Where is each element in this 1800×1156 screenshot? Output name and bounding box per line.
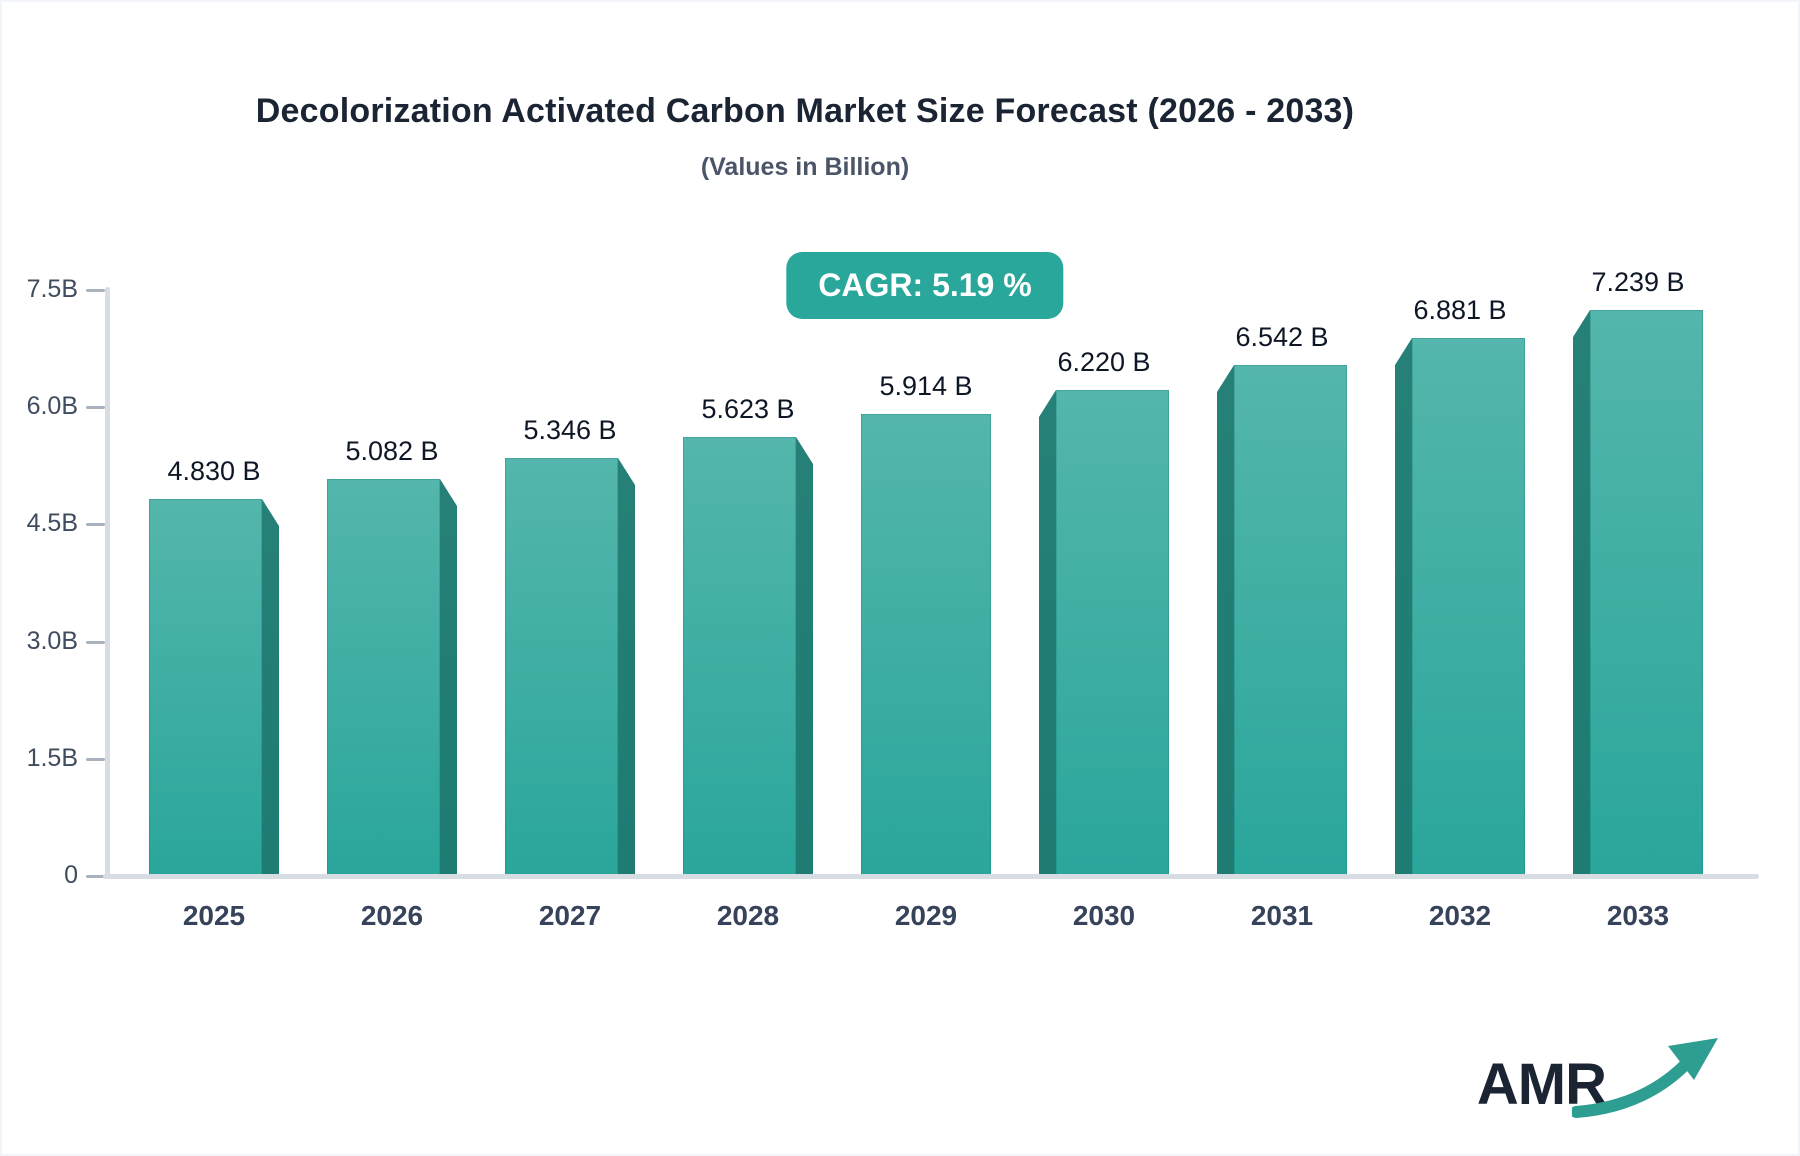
bar-value-label-2030: 6.220 B: [1057, 347, 1151, 377]
bar-slot: 5.346 B: [481, 290, 659, 876]
bar-value-label-2025: 4.830 B: [167, 456, 261, 486]
bar-2025[interactable]: [149, 499, 279, 876]
bar-slot: 7.239 B: [1549, 267, 1727, 876]
x-axis-label-2033: 2033: [1606, 900, 1670, 931]
bar-slot: 6.542 B: [1193, 290, 1371, 876]
bar-2027[interactable]: [505, 458, 635, 876]
bar-face: [1234, 365, 1347, 876]
bar-side-panel: [1573, 310, 1590, 876]
x-axis: 2025 2026 2027 2028 2029 2030 2031 2032 2033: [125, 900, 1727, 932]
trend-up-arrow-icon: [1572, 1038, 1718, 1118]
bar-face: [1590, 310, 1703, 876]
bar-face: [1412, 338, 1525, 876]
bar-side-panel: [618, 458, 635, 876]
y-axis-tick: [86, 875, 105, 878]
y-axis-tick: [86, 523, 105, 527]
bar-value-label-2031: 6.542 B: [1235, 322, 1329, 352]
y-axis-label-3.0B: 3.0B: [26, 626, 78, 655]
bar-2033[interactable]: [1573, 310, 1703, 876]
bar-side-panel: [1039, 390, 1056, 876]
x-axis-label-2025: 2025: [182, 900, 246, 931]
x-axis-label-2029: 2029: [894, 900, 958, 931]
bar-slot: 6.881 B: [1371, 290, 1549, 876]
bar-face: [861, 414, 991, 876]
bar-value-label-2029: 5.914 B: [879, 371, 973, 401]
y-axis-tick: [86, 406, 105, 410]
bar-slot: 6.220 B: [1015, 290, 1193, 876]
y-axis-line: [105, 287, 110, 879]
bar-side-panel: [1217, 365, 1234, 876]
x-axis-label-2030: 2030: [1072, 900, 1136, 931]
bar-face: [149, 499, 262, 876]
bar-value-label-2026: 5.082 B: [345, 436, 439, 466]
bar-2026[interactable]: [327, 479, 457, 876]
bar-slot: 5.623 B: [659, 290, 837, 876]
bar-value-label-2028: 5.623 B: [701, 394, 795, 424]
chart-subtitle: (Values in Billion): [700, 153, 910, 181]
bar-value-label-2033: 7.239 B: [1591, 267, 1685, 297]
bar-2028[interactable]: [683, 437, 813, 876]
x-axis-label-2027: 2027: [538, 900, 602, 931]
y-axis-label-6.0B: 6.0B: [26, 392, 78, 421]
y-axis-label-7.5B: 7.5B: [26, 275, 78, 303]
y-axis-tick: [86, 289, 105, 292]
x-axis-label-2031: 2031: [1250, 900, 1314, 931]
y-axis-label-1.5B: 1.5B: [26, 743, 78, 772]
bar-face: [1056, 390, 1169, 876]
bar-side-panel: [262, 499, 279, 876]
cagr-badge: CAGR: 5.19 %: [786, 252, 1064, 319]
bars-area: 4.830 B 5.082 B 5.346 B 5.623 B 5.914 B 6.220…: [125, 267, 1727, 876]
y-axis-tick: [86, 757, 105, 761]
x-axis-line: [103, 874, 1759, 879]
bar-face: [505, 458, 618, 876]
bar-slot: 5.914 B: [837, 290, 1015, 876]
bar-face: [327, 479, 440, 876]
bar-face: [683, 437, 796, 876]
page-title: Decolorization Activated Carbon Market S…: [255, 92, 1355, 130]
bar-2030[interactable]: [1039, 390, 1169, 876]
bar-2031[interactable]: [1217, 365, 1347, 876]
bar-2032[interactable]: [1395, 338, 1525, 876]
bar-slot: 5.082 B: [303, 290, 481, 876]
bar-side-panel: [1395, 338, 1412, 876]
y-axis-label-4.5B: 4.5B: [26, 509, 78, 538]
bar-value-label-2027: 5.346 B: [523, 415, 617, 445]
amr-logo-text: AMR: [1476, 1052, 1607, 1117]
bar-side-panel: [796, 437, 813, 876]
x-axis-label-2026: 2026: [360, 900, 424, 931]
y-axis-label-0: 0: [64, 861, 78, 889]
amr-logo: AMR: [1476, 1036, 1722, 1118]
bar-value-label-2032: 6.881 B: [1413, 295, 1507, 325]
bar-2029[interactable]: [861, 414, 991, 876]
x-axis-label-2032: 2032: [1428, 900, 1492, 931]
bar-slot: 4.830 B: [125, 290, 303, 876]
y-axis-tick: [86, 640, 105, 644]
x-axis-label-2028: 2028: [716, 900, 780, 931]
chart-header: Decolorization Activated Carbon Market S…: [0, 92, 1610, 182]
bar-side-panel: [440, 479, 457, 876]
